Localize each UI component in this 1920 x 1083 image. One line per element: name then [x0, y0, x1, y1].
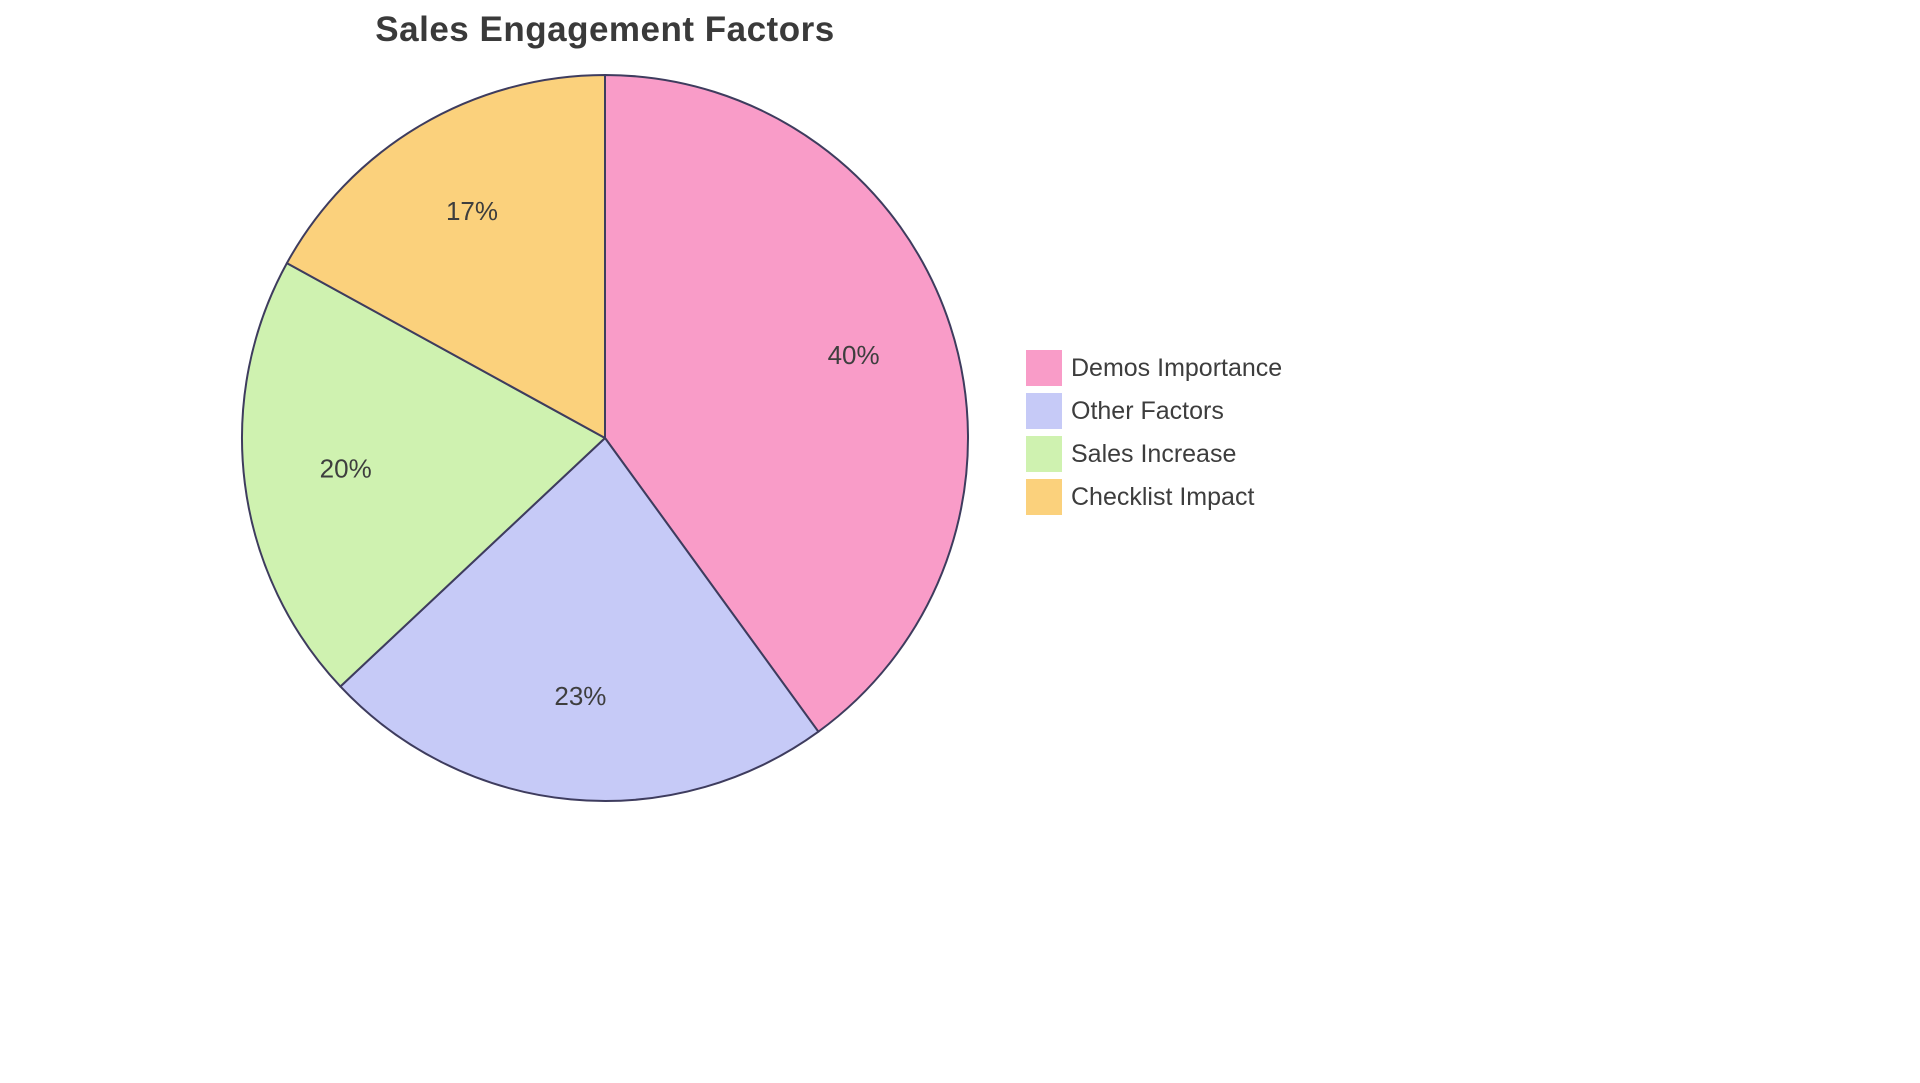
legend-item-sales-increase: Sales Increase: [1026, 436, 1282, 472]
slice-percent-label: 17%: [446, 196, 498, 226]
pie-slice-other-factors: [339, 437, 820, 802]
legend-label: Checklist Impact: [1071, 482, 1255, 511]
pie-labels-group: 40% 23% 20% 17%: [320, 196, 880, 711]
legend: Demos Importance Other Factors Sales Incre…: [1026, 350, 1282, 522]
legend-item-demos-importance: Demos Importance: [1026, 350, 1282, 386]
legend-swatch: [1026, 393, 1062, 429]
legend-swatch: [1026, 350, 1062, 386]
legend-label: Sales Increase: [1071, 439, 1237, 468]
slice-percent-label: 20%: [320, 454, 372, 484]
legend-swatch: [1026, 436, 1062, 472]
legend-item-checklist-impact: Checklist Impact: [1026, 479, 1282, 515]
pie-slices-group: [241, 74, 969, 802]
pie-slice-demos-importance: [604, 74, 969, 733]
pie-slice-sales-increase: [241, 262, 606, 688]
legend-item-other-factors: Other Factors: [1026, 393, 1282, 429]
slice-percent-label: 23%: [554, 681, 606, 711]
legend-label: Demos Importance: [1071, 353, 1283, 382]
legend-swatch: [1026, 479, 1062, 515]
pie-slice-checklist-impact: [285, 74, 606, 439]
slice-percent-label: 40%: [828, 340, 880, 370]
chart-title: Sales Engagement Factors: [375, 10, 835, 49]
legend-label: Other Factors: [1071, 396, 1224, 425]
